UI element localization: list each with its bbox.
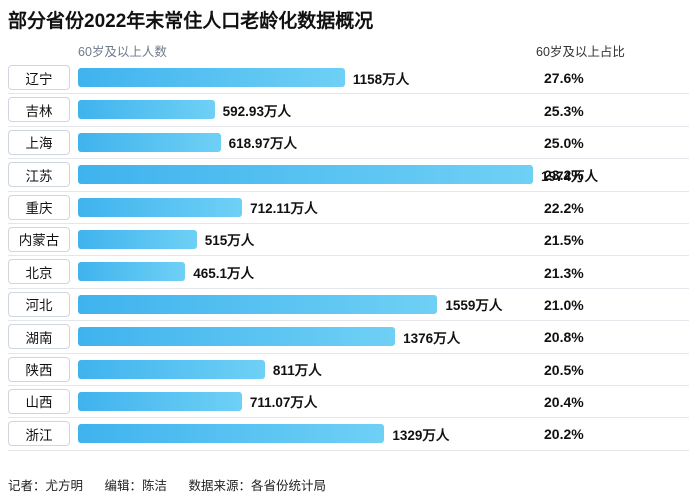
bar-zone: 592.93万人 [78, 94, 689, 126]
row-divider [8, 287, 689, 289]
bar [78, 262, 186, 282]
bar-zone: 515万人 [78, 224, 689, 256]
percent-value: 27.6% [544, 70, 584, 87]
table-row: 湖南 1376万人 20.8% [8, 321, 689, 354]
table-row: 浙江 1329万人 20.2% [8, 418, 689, 451]
bar-value-label: 1158万人 [352, 71, 410, 87]
bar-zone: 1329万人 [78, 418, 689, 450]
percent-value: 22.2% [544, 199, 584, 216]
province-label: 陕西 [8, 356, 70, 382]
bar-zone: 811万人 [78, 354, 689, 386]
bar-value-label: 1974万人 [541, 168, 599, 184]
table-row: 江苏 1974万人 23.2% [8, 159, 689, 192]
bar [78, 424, 385, 444]
percent-value: 25.0% [544, 134, 584, 151]
column-header-count: 60岁及以上人数 [78, 45, 167, 59]
table-row: 辽宁 1158万人 27.6% [8, 62, 689, 95]
province-label: 内蒙古 [8, 226, 70, 252]
row-divider [8, 255, 689, 257]
table-row: 陕西 811万人 20.5% [8, 354, 689, 386]
percent-value: 20.2% [544, 426, 584, 443]
row-divider [8, 190, 689, 192]
table-row: 重庆 712.11万人 22.2% [8, 192, 689, 224]
table-row: 上海 618.97万人 25.0% [8, 127, 689, 160]
bar [78, 197, 243, 217]
bar [78, 165, 533, 185]
table-row: 北京 465.1万人 21.3% [8, 256, 689, 289]
footer-editor: 编辑：陈洁 [104, 479, 168, 493]
bar-zone: 618.97万人 [78, 127, 689, 159]
percent-value: 21.0% [544, 296, 584, 313]
province-label: 河北 [8, 291, 70, 317]
table-row: 山西 711.07万人 20.4% [8, 386, 689, 419]
bar [78, 391, 242, 411]
table-row: 内蒙古 515万人 21.5% [8, 224, 689, 257]
province-label: 江苏 [8, 162, 70, 188]
bar-value-label: 1559万人 [445, 298, 503, 314]
province-label: 浙江 [8, 421, 70, 447]
percent-value: 23.2% [544, 167, 584, 184]
chart-rows: 辽宁 1158万人 27.6% 吉林 592.93万人 25.3% 上海 618.97万人 25… [8, 62, 689, 451]
row-divider [8, 125, 689, 127]
province-label: 吉林 [8, 97, 70, 123]
province-label: 山西 [8, 388, 70, 414]
province-label: 上海 [8, 129, 70, 155]
bar [78, 294, 438, 314]
bar [78, 100, 215, 120]
bar-value-label: 592.93万人 [222, 103, 291, 119]
footer-credits: 记者：尤方明 编辑：陈洁 数据来源：各省份统计局 [8, 475, 344, 494]
table-row: 吉林 592.93万人 25.3% [8, 94, 689, 127]
footer-source: 数据来源：各省份统计局 [188, 479, 327, 493]
province-label: 北京 [8, 259, 70, 285]
bar [78, 229, 197, 249]
bar-value-label: 618.97万人 [228, 136, 297, 152]
percent-value: 20.4% [544, 394, 584, 411]
bar-value-label: 515万人 [204, 233, 255, 249]
percent-value: 25.3% [544, 102, 584, 119]
percent-value: 20.5% [544, 361, 584, 378]
bar-zone: 465.1万人 [78, 256, 689, 288]
row-divider [8, 417, 689, 419]
percent-value: 21.3% [544, 264, 584, 281]
bar-zone: 1974万人 [78, 159, 689, 191]
bar [78, 359, 265, 379]
row-divider [8, 352, 689, 354]
percent-value: 21.5% [544, 232, 584, 249]
bar-zone: 1158万人 [78, 62, 689, 94]
table-row: 河北 1559万人 21.0% [8, 289, 689, 322]
row-divider [8, 320, 689, 322]
row-divider [8, 449, 689, 451]
bar-zone: 712.11万人 [78, 192, 689, 224]
bar-zone: 1559万人 [78, 289, 689, 321]
bar-value-label: 811万人 [272, 363, 322, 379]
bar [78, 132, 221, 152]
footer-reporter: 记者：尤方明 [8, 479, 84, 493]
row-divider [8, 158, 689, 160]
row-divider [8, 222, 689, 224]
bar [78, 327, 396, 347]
row-divider [8, 384, 689, 386]
province-label: 辽宁 [8, 65, 70, 90]
province-label: 湖南 [8, 324, 70, 350]
bar-value-label: 1376万人 [403, 330, 461, 346]
row-divider [8, 93, 689, 95]
bar-value-label: 1329万人 [392, 427, 450, 443]
column-header-percent: 60岁及以上占比 [536, 45, 625, 59]
percent-value: 20.8% [544, 329, 584, 346]
bar [78, 68, 345, 87]
bar-value-label: 711.07万人 [249, 395, 318, 411]
bar-value-label: 465.1万人 [193, 265, 254, 281]
bar-value-label: 712.11万人 [250, 201, 318, 217]
bar-zone: 1376万人 [78, 321, 689, 353]
page-title: 部分省份2022年末常住人口老龄化数据概况 [8, 11, 374, 32]
province-label: 重庆 [8, 194, 70, 220]
bar-zone: 711.07万人 [78, 386, 689, 418]
